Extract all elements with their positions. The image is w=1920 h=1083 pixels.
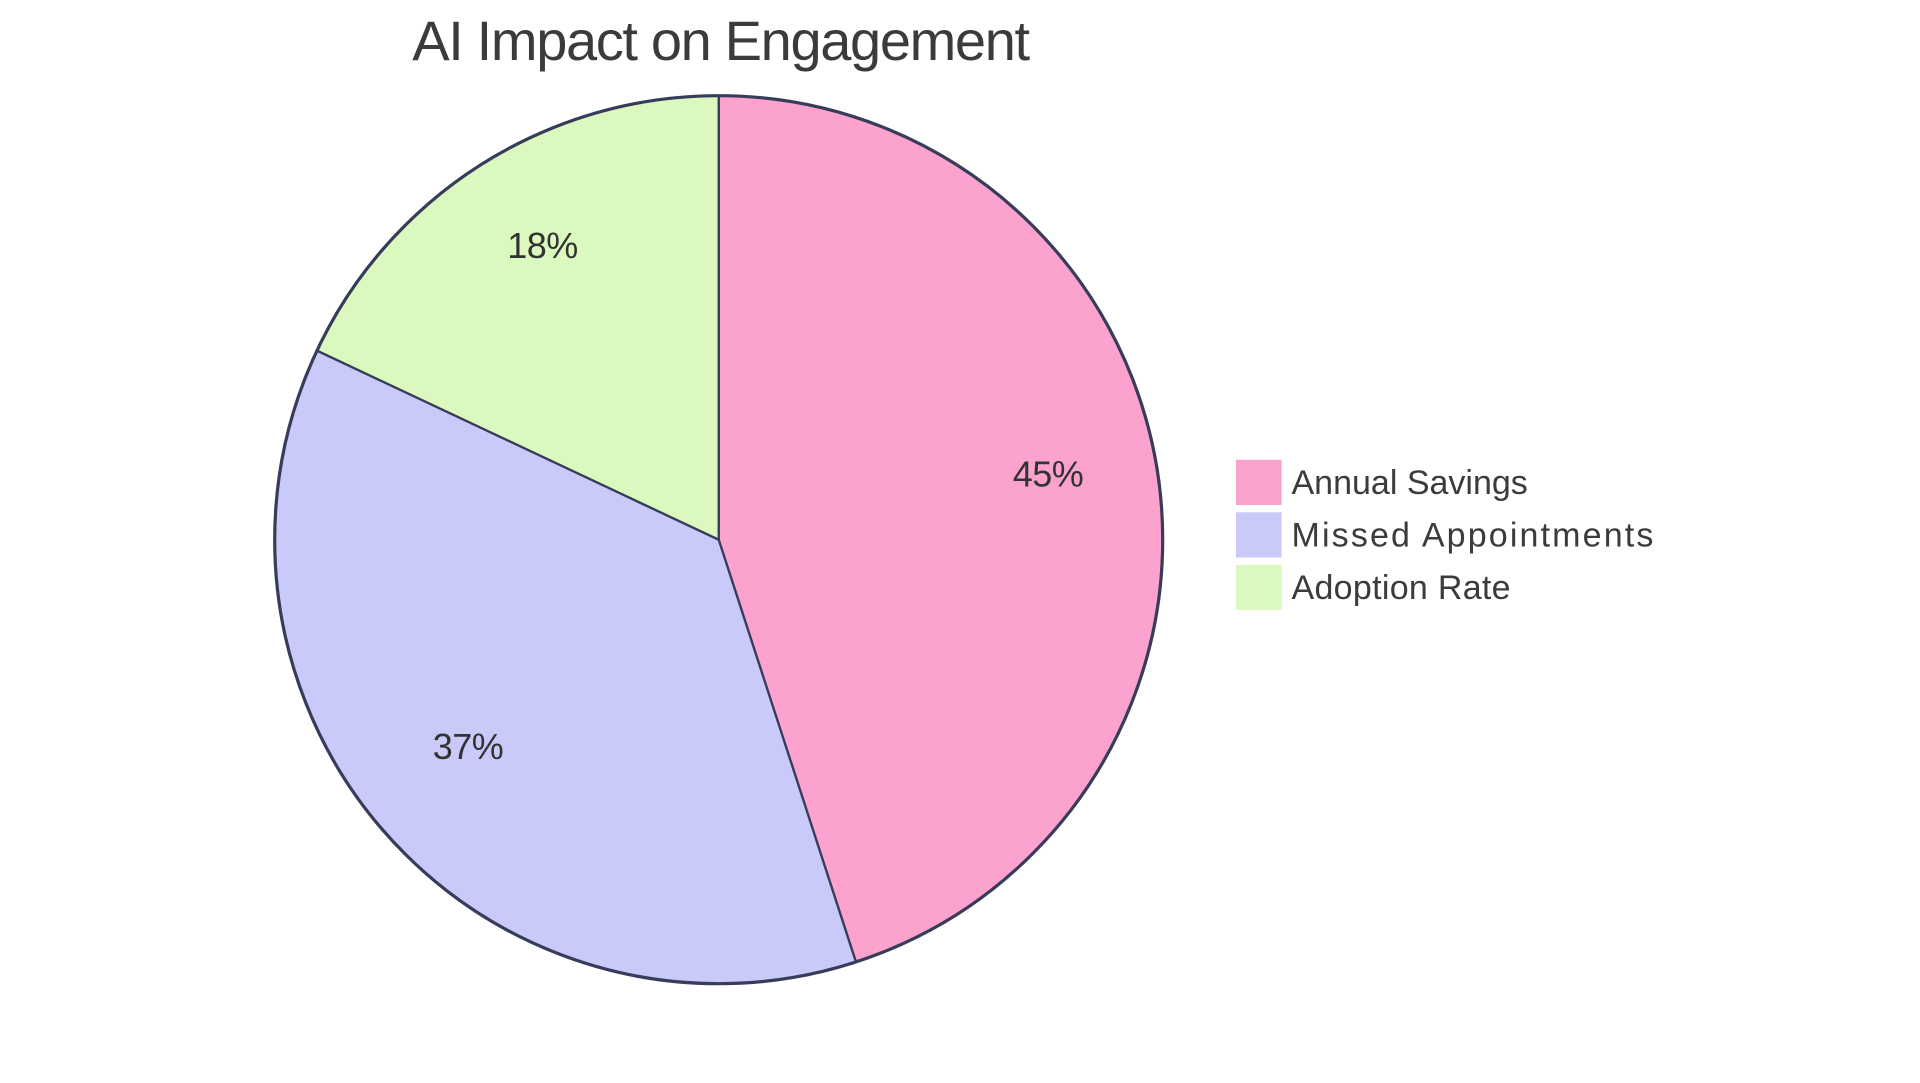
svg-text:Missed Appointments: Missed Appointments [1292, 516, 1656, 554]
svg-text:18%: 18% [507, 225, 578, 266]
svg-text:45%: 45% [1013, 453, 1084, 494]
svg-text:Adoption Rate: Adoption Rate [1292, 569, 1511, 607]
svg-text:AI Impact on Engagement: AI Impact on Engagement [412, 9, 1030, 72]
svg-text:Annual Savings: Annual Savings [1292, 464, 1528, 502]
svg-text:37%: 37% [433, 726, 504, 767]
